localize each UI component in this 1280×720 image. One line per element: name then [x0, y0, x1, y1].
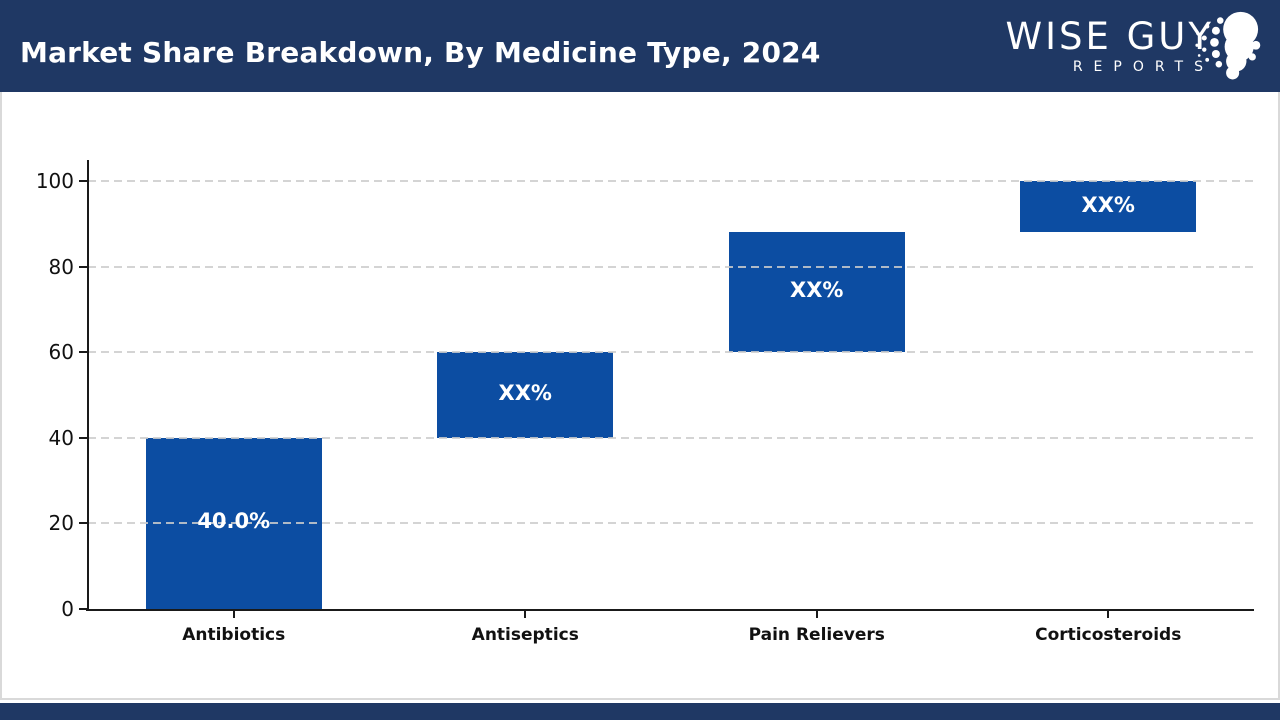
bar-value-label: XX% — [1081, 192, 1135, 217]
footer-bar — [0, 703, 1280, 720]
logo-head-icon — [1195, 11, 1261, 80]
y-tick-mark — [79, 608, 88, 610]
brand-wordmark: WISE GUY REPORTS — [1006, 18, 1214, 74]
x-tick-label: Antiseptics — [471, 625, 579, 645]
x-tick-mark — [524, 611, 527, 618]
x-tick-mark — [1107, 611, 1110, 618]
brand-subtitle: REPORTS — [1072, 59, 1214, 75]
bar-corticosteroids — [1020, 181, 1197, 233]
y-tick-label: 20 — [48, 511, 74, 536]
bar-value-label: XX% — [790, 278, 844, 303]
y-tick-mark — [79, 436, 88, 439]
page-title: Market Share Breakdown, By Medicine Type… — [20, 35, 821, 69]
gridline-60 — [88, 351, 1254, 354]
bar-value-label: XX% — [498, 381, 552, 405]
gridline-100 — [88, 180, 1254, 182]
x-tick-label: Pain Relievers — [748, 625, 885, 645]
y-tick-mark — [79, 522, 88, 525]
y-tick-label: 60 — [48, 340, 74, 365]
y-tick-label: 100 — [35, 169, 74, 193]
y-tick-mark — [79, 351, 88, 354]
x-axis — [86, 609, 1254, 611]
y-tick-label: 80 — [48, 254, 74, 279]
y-tick-mark — [79, 265, 88, 268]
brand-name: WISE GUY — [1005, 15, 1214, 58]
chart-plot: 0 20 40 60 80 100 40.0% Antibiotics XX% Antisepti… — [0, 92, 1280, 700]
gridline-20 — [88, 522, 1254, 525]
y-axis — [87, 159, 89, 611]
x-tick-mark — [232, 611, 235, 618]
x-tick-mark — [815, 611, 818, 618]
brand-logo: WISE GUY REPORTS — [1006, 6, 1280, 86]
x-tick-label: Corticosteroids — [1035, 625, 1182, 645]
y-tick-mark — [79, 180, 88, 182]
bar-pain-relievers — [728, 232, 905, 353]
header-bar: Market Share Breakdown, By Medicine Type… — [0, 0, 1280, 92]
y-tick-label: 40 — [48, 425, 74, 450]
x-tick-label: Antibiotics — [182, 625, 286, 645]
gridline-40 — [88, 436, 1254, 439]
bar-antiseptics — [437, 352, 614, 438]
bar-value-label: 40.0% — [197, 509, 271, 534]
gridline-80 — [88, 265, 1254, 268]
y-tick-label: 0 — [61, 597, 74, 621]
